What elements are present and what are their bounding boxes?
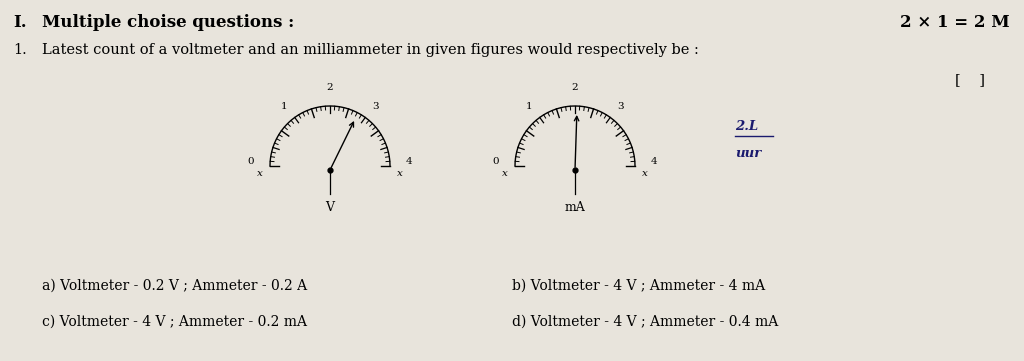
Text: 4: 4 [650, 157, 657, 166]
Text: x: x [257, 169, 263, 178]
Text: 0: 0 [248, 157, 254, 166]
Text: 2.L: 2.L [735, 119, 758, 132]
Text: uur: uur [735, 148, 761, 161]
Text: 1: 1 [525, 101, 532, 110]
Text: 3: 3 [617, 101, 625, 110]
Text: [    ]: [ ] [955, 73, 985, 87]
Text: 1.: 1. [13, 43, 27, 57]
Text: 3: 3 [373, 101, 379, 110]
Text: I.: I. [13, 14, 27, 31]
Text: x: x [397, 169, 402, 178]
Text: mA: mA [564, 201, 586, 214]
Text: 0: 0 [493, 157, 500, 166]
Text: c) Voltmeter - 4 V ; Ammeter - 0.2 mA: c) Voltmeter - 4 V ; Ammeter - 0.2 mA [42, 315, 307, 329]
Text: 2 × 1 = 2 M: 2 × 1 = 2 M [900, 14, 1010, 31]
Text: Multiple choise questions :: Multiple choise questions : [42, 14, 294, 31]
Text: b) Voltmeter - 4 V ; Ammeter - 4 mA: b) Voltmeter - 4 V ; Ammeter - 4 mA [512, 279, 765, 293]
Text: x: x [502, 169, 508, 178]
Text: d) Voltmeter - 4 V ; Ammeter - 0.4 mA: d) Voltmeter - 4 V ; Ammeter - 0.4 mA [512, 315, 778, 329]
Text: 4: 4 [406, 157, 413, 166]
Text: V: V [326, 201, 335, 214]
Text: a) Voltmeter - 0.2 V ; Ammeter - 0.2 A: a) Voltmeter - 0.2 V ; Ammeter - 0.2 A [42, 279, 307, 293]
Text: 2: 2 [327, 83, 334, 91]
Text: 1: 1 [281, 101, 288, 110]
Text: Latest count of a voltmeter and an milliammeter in given figures would respectiv: Latest count of a voltmeter and an milli… [42, 43, 698, 57]
Text: 2: 2 [571, 83, 579, 91]
Text: x: x [642, 169, 648, 178]
